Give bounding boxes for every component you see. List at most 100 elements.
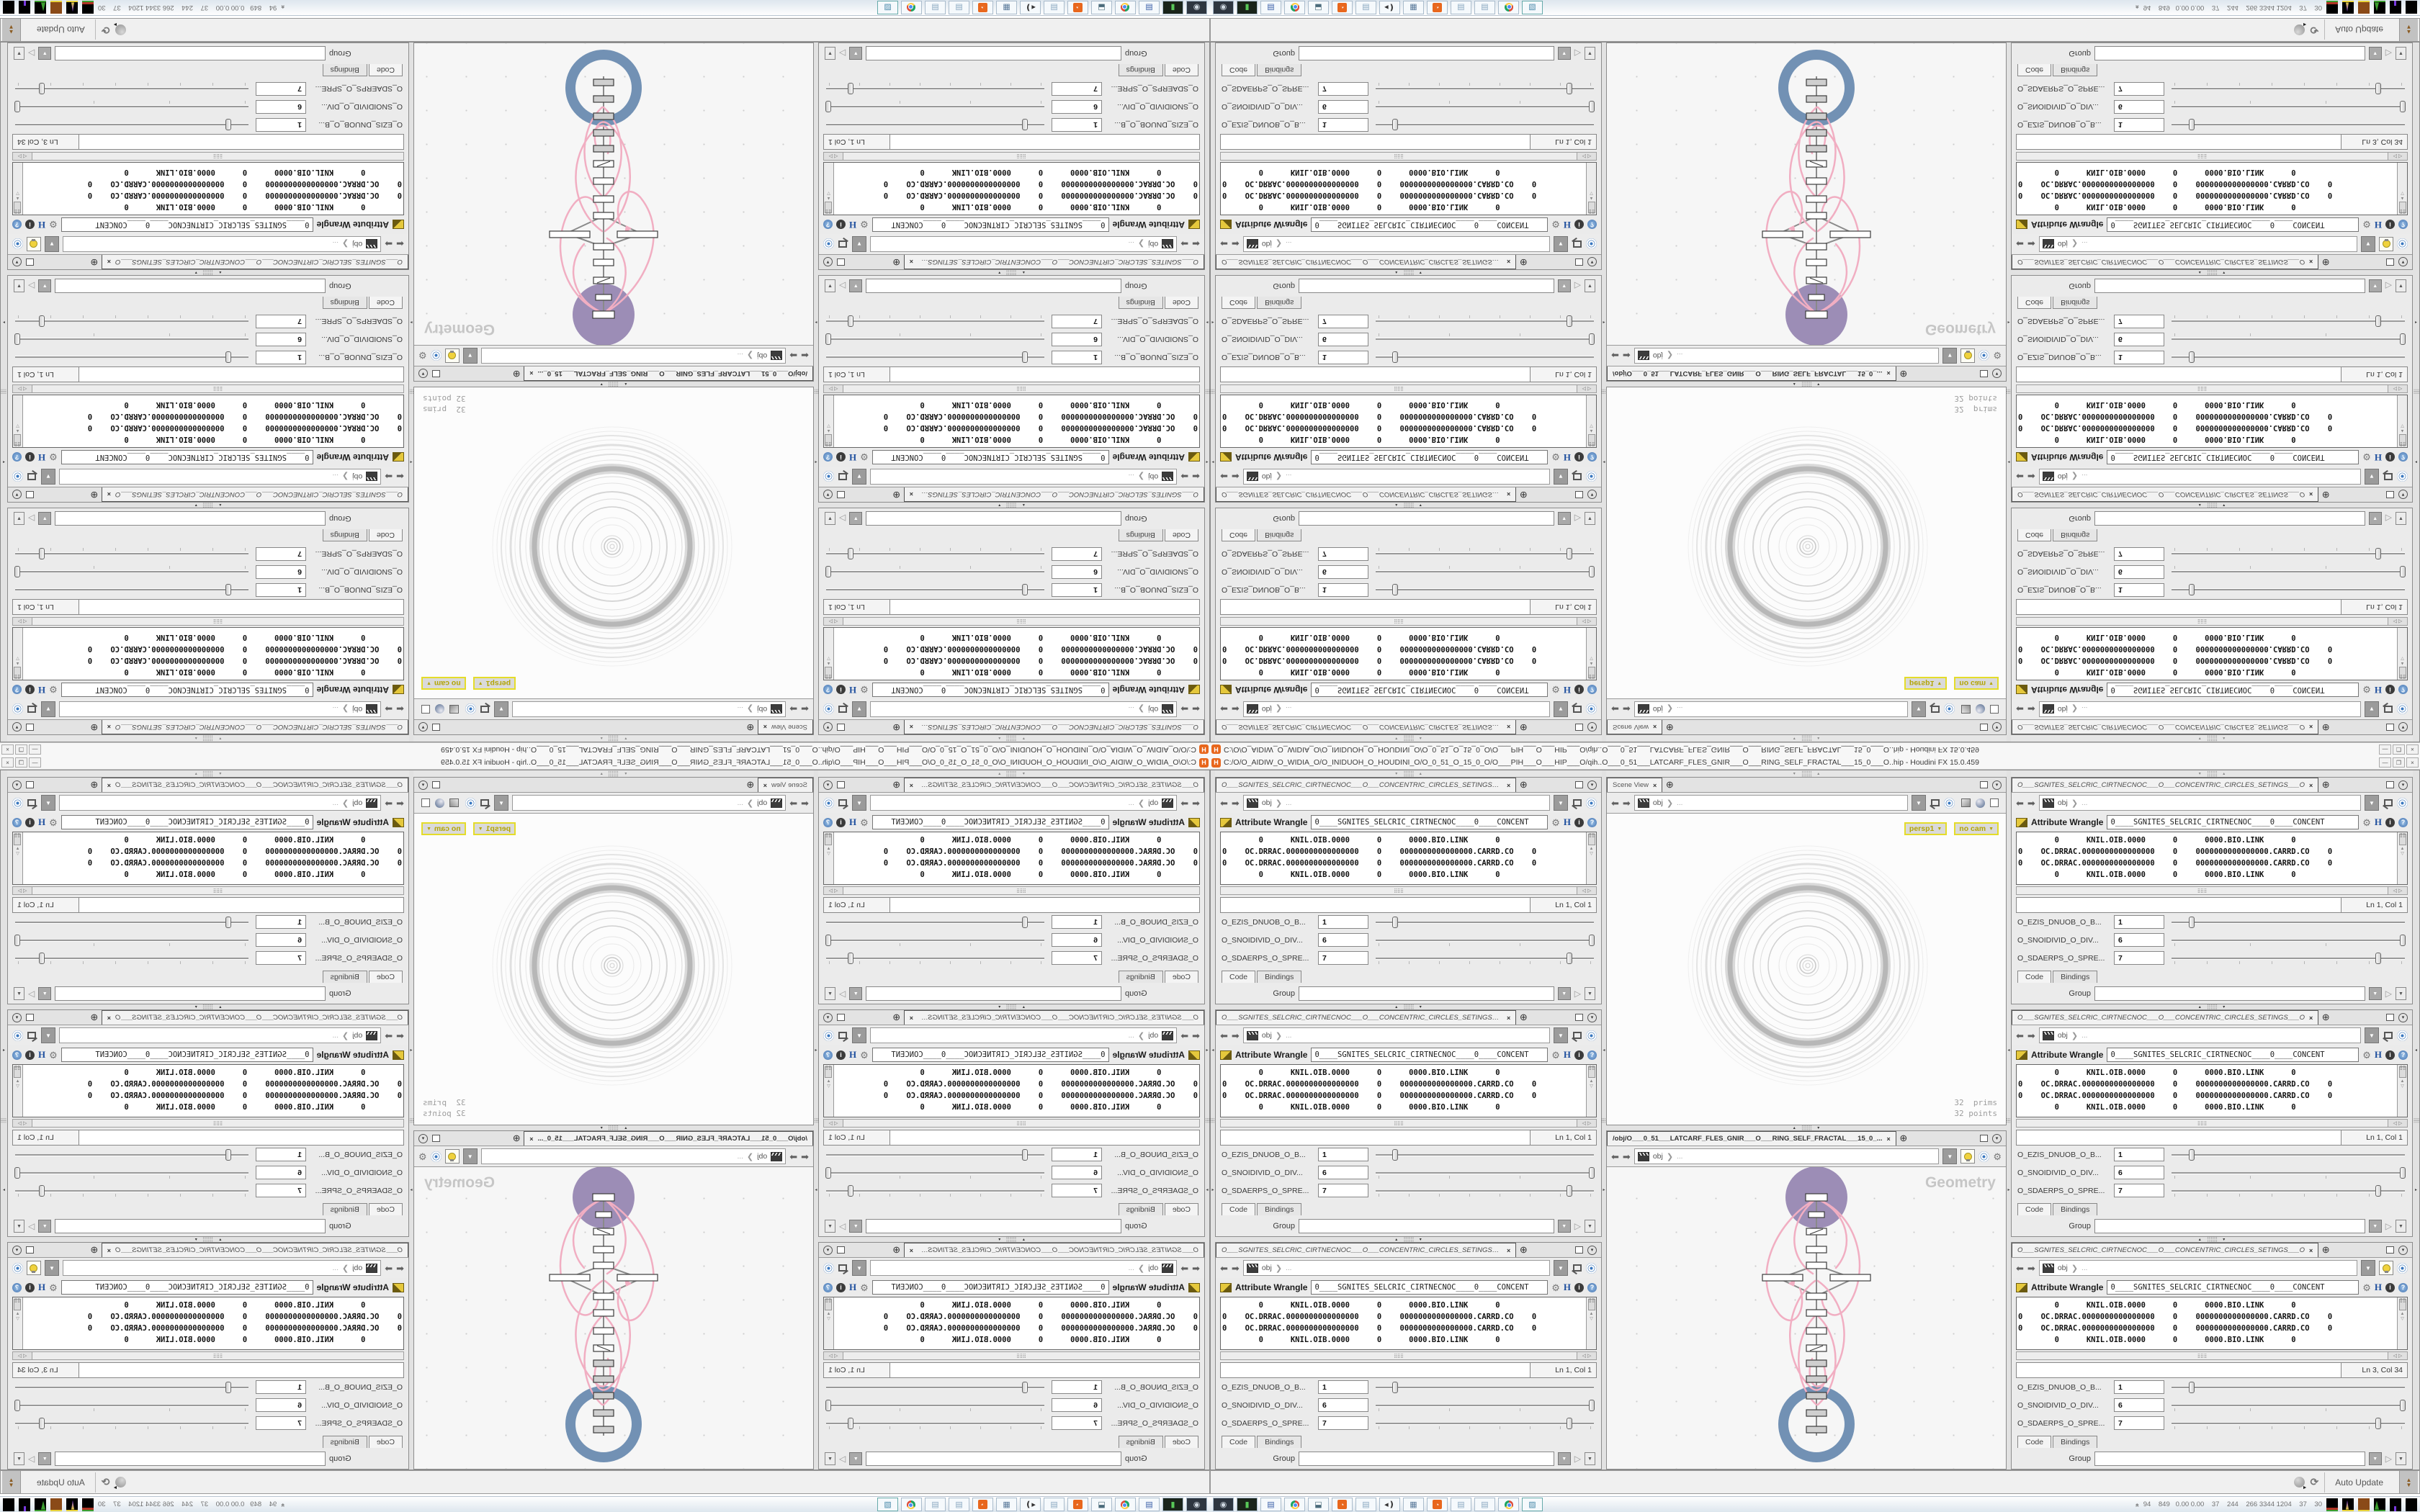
editor-vscrollbar[interactable]: ⣿⣿ ▲ ▽ [13, 832, 23, 884]
vscroll-up-icon[interactable]: ▲ [2400, 1079, 2405, 1084]
tab-bindings[interactable]: Bindings [1257, 1436, 1302, 1448]
vscroll-down-icon[interactable]: ▽ [16, 1317, 19, 1321]
param-slider[interactable] [825, 951, 1046, 966]
slider-track[interactable] [826, 1404, 1044, 1407]
radial-menu-icon[interactable] [823, 238, 834, 250]
vscroll-thumb[interactable]: ⣿⣿ [825, 1066, 833, 1078]
tab-code[interactable]: Code [2017, 1436, 2052, 1448]
lightbulb-icon[interactable] [444, 348, 460, 363]
display-settings-icon[interactable]: ⬓ [1308, 1498, 1329, 1511]
houdini-icon[interactable]: ◔ [972, 1498, 993, 1511]
tab-close-icon[interactable]: × [107, 1246, 112, 1254]
pane-maximize-icon[interactable] [26, 491, 34, 498]
slider-track[interactable] [15, 1422, 248, 1425]
path-context-label[interactable]: obj [352, 472, 363, 481]
forward-icon[interactable]: ➡ [1622, 1151, 1631, 1162]
back-icon[interactable]: ⬅ [801, 1151, 809, 1162]
pane-spinner[interactable]: ▼ [1585, 1220, 1595, 1233]
statusline-field[interactable] [1220, 599, 1531, 615]
tray-graph-box[interactable] [3, 1498, 14, 1511]
vscroll-down-icon[interactable]: ▽ [2401, 423, 2404, 428]
forward-icon[interactable]: ➡ [2027, 1262, 2035, 1274]
path-dropdown-button[interactable]: ▼ [1554, 1027, 1568, 1043]
pane-menu-icon[interactable]: ▾ [823, 1245, 833, 1255]
slider-track[interactable] [826, 1386, 1044, 1389]
pane-maximize-icon[interactable] [26, 1014, 34, 1021]
path-dropdown-button[interactable]: ▼ [494, 701, 508, 717]
group-input[interactable] [55, 279, 326, 293]
slider-track[interactable] [2172, 105, 2405, 108]
tab-close-icon[interactable]: × [909, 490, 913, 498]
slider-handle[interactable] [14, 1399, 20, 1411]
network-graph[interactable]: Geometry [414, 1166, 813, 1469]
param-slider[interactable] [14, 1416, 250, 1431]
scene-view-tab[interactable]: Scene View × [1607, 720, 1663, 734]
path-dropdown-button[interactable]: ▼ [45, 1260, 59, 1276]
help-icon[interactable]: ? [823, 220, 833, 230]
info-icon[interactable]: i [836, 452, 846, 462]
update-mode-spinner[interactable]: ▲ ▼ [2, 19, 21, 41]
editor-vscrollbar[interactable]: ⣿⣿ ▲ ▽ [13, 628, 23, 680]
tab-close-icon[interactable]: × [1507, 781, 1511, 789]
param-value-input[interactable]: 6 [1318, 933, 1368, 947]
path-field[interactable]: obj ❯ ... [1634, 1148, 1940, 1164]
camera-select-menu[interactable]: no cam ▼ [421, 677, 466, 690]
path-field[interactable]: obj ❯ ... [2038, 236, 2357, 252]
param-value-input[interactable]: 7 [2114, 82, 2164, 96]
tab-bindings[interactable]: Bindings [322, 297, 367, 309]
node-name-input[interactable]: 0____SGNITES_SELCRIC_CIRTNECNOC____0____… [60, 815, 313, 829]
hscript-icon[interactable]: H [1563, 1282, 1571, 1292]
param-slider[interactable] [2170, 915, 2406, 930]
vscroll-thumb[interactable]: ⣿⣿ [1587, 1299, 1595, 1310]
param-value-input[interactable]: 7 [2114, 951, 2164, 965]
view-cube-icon[interactable] [1961, 798, 1971, 807]
hscript-icon[interactable]: H [1563, 685, 1571, 696]
forward-icon[interactable]: ➡ [2027, 797, 2035, 809]
path-context-label[interactable]: obj [2057, 472, 2068, 481]
gear-icon[interactable]: ⚙ [1551, 816, 1560, 828]
right-edge-splitter[interactable]: ◂ ⣿⣿ ▸ [2413, 770, 2419, 1470]
param-value-input[interactable]: 1 [256, 118, 306, 132]
hscroll-thumb[interactable]: ⣿⣿⣿ [32, 887, 403, 894]
slider-track[interactable] [826, 1171, 1044, 1174]
pane-spinner[interactable]: ▼ [825, 1452, 835, 1465]
pane-tab[interactable]: O___SGNITES_SELCRIC_CIRTNECNOC___O___CON… [903, 255, 1204, 269]
param-slider[interactable] [2170, 1398, 2406, 1413]
pane-tab[interactable]: O___SGNITES_SELCRIC_CIRTNECNOC___O___CON… [2012, 720, 2319, 734]
network-graph[interactable]: Geometry [414, 43, 813, 346]
path-dropdown-button[interactable]: ▼ [1912, 701, 1926, 717]
param-slider[interactable] [14, 1166, 250, 1180]
param-slider[interactable] [825, 565, 1046, 580]
pane-menu-icon[interactable]: ▾ [1992, 722, 2002, 732]
info-icon[interactable]: i [2385, 452, 2395, 462]
tab-close-icon[interactable]: × [909, 723, 913, 731]
path-dropdown-button[interactable]: ▼ [1942, 1148, 1958, 1164]
network-graph[interactable]: Geometry [1607, 1166, 2006, 1469]
slider-handle[interactable] [2375, 83, 2382, 95]
minimize-button[interactable]: — [2379, 757, 2391, 768]
gear-icon[interactable]: ⚙ [2362, 684, 2371, 696]
param-value-input[interactable]: 6 [2114, 1398, 2164, 1412]
path-field[interactable]: obj ❯ ... [870, 1260, 1178, 1276]
new-tab-button[interactable]: ⊕ [90, 779, 99, 790]
group-input[interactable] [2094, 1219, 2365, 1233]
slider-handle[interactable] [2400, 1166, 2406, 1179]
slider-track[interactable] [15, 1153, 248, 1156]
update-mode-spinner[interactable]: ▲ ▼ [2, 1471, 21, 1493]
tab-close-icon[interactable]: × [107, 1014, 112, 1022]
viewport-layout-icon[interactable] [421, 705, 430, 714]
statusline-field[interactable] [1220, 897, 1531, 913]
param-value-input[interactable]: 7 [1052, 1416, 1102, 1430]
path-context-label[interactable]: obj [352, 240, 363, 248]
vscroll-down-icon[interactable]: ▽ [16, 656, 19, 660]
pin-icon[interactable] [1572, 704, 1582, 715]
group-select-arrow-icon[interactable]: ▷ [2385, 989, 2392, 999]
node-name-input[interactable]: 0____SGNITES_SELCRIC_CIRTNECNOC____0____… [60, 1280, 313, 1295]
param-value-input[interactable]: 1 [256, 915, 306, 929]
auto-update-label[interactable]: Auto Update [2324, 19, 2393, 40]
path-field[interactable]: obj ❯ ... [1242, 795, 1550, 811]
pin-icon[interactable] [480, 798, 490, 809]
pane-tab[interactable]: O___SGNITES_SELCRIC_CIRTNECNOC___O___CON… [2012, 1010, 2319, 1025]
back-icon[interactable]: ⬅ [1192, 471, 1200, 482]
path-context-label[interactable]: obj [1148, 1264, 1159, 1272]
